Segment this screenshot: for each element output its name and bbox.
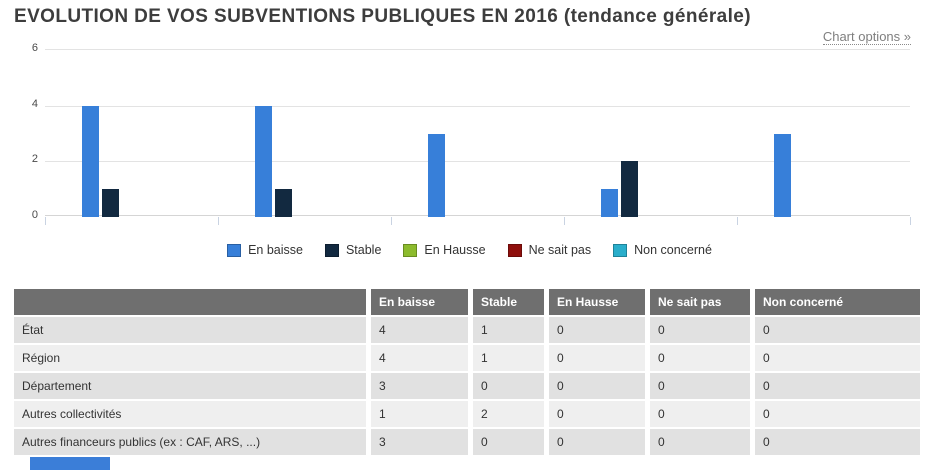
table-row: Autres collectivités 1 2 0 0 0 — [14, 401, 920, 429]
table-cell-value: 0 — [650, 401, 755, 429]
column-header-en-baisse: En baisse — [371, 289, 473, 317]
legend-label: Non concerné — [634, 243, 712, 257]
table-row: État 4 1 0 0 0 — [14, 317, 920, 345]
y-axis-label: 4 — [31, 97, 38, 110]
chart-legend: En baisse Stable En Hausse Ne sait pas Non c… — [0, 240, 939, 260]
legend-swatch-icon — [227, 243, 242, 257]
row-label: Autres collectivités — [14, 401, 371, 429]
table-cell-value: 0 — [755, 401, 920, 429]
legend-label: En Hausse — [424, 243, 486, 257]
row-label: Région — [14, 345, 371, 373]
table-cell-value: 0 — [755, 373, 920, 401]
chart-bar-stable-region — [275, 189, 293, 217]
chart-bar-en-baisse-autres-collectivites — [600, 189, 618, 217]
chart-bar-en-baisse-etat — [81, 105, 99, 217]
y-axis-label: 0 — [31, 209, 38, 221]
row-label: Autres financeurs publics (ex : CAF, ARS… — [14, 429, 371, 457]
page-title: EVOLUTION DE VOS SUBVENTIONS PUBLIQUES E… — [14, 6, 751, 27]
table-row: Autres financeurs publics (ex : CAF, ARS… — [14, 429, 920, 457]
table-cell-value: 0 — [549, 345, 650, 373]
table-cell-value: 1 — [473, 345, 549, 373]
table-cell-value: 0 — [549, 373, 650, 401]
legend-label: En baisse — [248, 243, 303, 257]
table-cell-value: 0 — [549, 401, 650, 429]
legend-swatch-icon — [507, 243, 522, 257]
x-axis-tick — [910, 217, 911, 225]
stats-table-head: En baisse Stable En Hausse Ne sait pas Non c… — [14, 289, 920, 317]
column-header-stable: Stable — [473, 289, 549, 317]
chart-bar-stable-etat — [102, 189, 120, 217]
legend-item: Non concerné — [613, 243, 712, 257]
table-cell-value: 0 — [473, 429, 549, 457]
x-axis-tick — [564, 217, 565, 225]
chart-bar-stable-autres-collectivites — [621, 161, 639, 217]
table-cell-value: 0 — [650, 317, 755, 345]
column-header-non-concerne: Non concerné — [755, 289, 920, 317]
table-cell-value: 1 — [473, 317, 549, 345]
table-cell-value: 0 — [650, 345, 755, 373]
table-cell-value: 0 — [650, 429, 755, 457]
table-cell-value: 4 — [371, 345, 473, 373]
table-cell-value: 0 — [755, 429, 920, 457]
legend-item: Ne sait pas — [507, 243, 592, 257]
x-axis-tick — [218, 217, 219, 225]
table-row: Région 4 1 0 0 0 — [14, 345, 920, 373]
chart-options-link[interactable]: Chart options » — [822, 29, 911, 45]
legend-label: Ne sait pas — [528, 243, 592, 257]
column-header-en-hausse: En Hausse — [549, 289, 650, 317]
legend-item: En Hausse — [403, 243, 486, 257]
table-cell-value: 4 — [371, 317, 473, 345]
row-label: État — [14, 317, 371, 345]
table-cell-value: 2 — [473, 401, 549, 429]
y-axis-label: 6 — [31, 42, 38, 54]
legend-swatch-icon — [613, 243, 628, 257]
legend-label: Stable — [345, 243, 382, 257]
x-axis-tick — [737, 217, 738, 225]
gridline — [45, 161, 910, 163]
legend-item: En baisse — [227, 243, 303, 257]
column-header-ne-sait-pas: Ne sait pas — [650, 289, 755, 317]
header-row: En baisse Stable En Hausse Ne sait pas Non c… — [14, 289, 920, 317]
y-axis: 0 2 4 6 — [16, 42, 38, 221]
table-row: Département 3 0 0 0 0 — [14, 373, 920, 401]
y-axis-label: 2 — [31, 153, 38, 166]
chart-plot-area — [45, 49, 911, 225]
stats-table-body: État 4 1 0 0 0 Région 4 1 0 0 0 Département 3 0 0 0 0 Autr… — [14, 317, 920, 457]
table-cell-value: 3 — [371, 429, 473, 457]
legend-swatch-icon — [324, 243, 339, 257]
table-cell-value: 3 — [371, 373, 473, 401]
table-cell-value: 0 — [650, 373, 755, 401]
legend-item: Stable — [324, 243, 382, 257]
chart-bar-en-baisse-departement — [427, 133, 445, 217]
x-axis-tick — [391, 217, 392, 225]
stats-table: En baisse Stable En Hausse Ne sait pas Non c… — [14, 289, 920, 457]
table-cell-value: 0 — [755, 345, 920, 373]
chart-bar-en-baisse-autres-financeurs-publics-ex-caf-ars- — [773, 133, 791, 217]
table-cell-value: 1 — [371, 401, 473, 429]
table-cell-value: 0 — [755, 317, 920, 345]
legend-swatch-icon — [403, 243, 418, 257]
row-label-column-header — [14, 289, 371, 317]
gridline — [45, 105, 910, 107]
table-cell-value: 0 — [549, 429, 650, 457]
x-axis-tick — [45, 217, 46, 225]
table-cell-value: 0 — [473, 373, 549, 401]
chart-bar-en-baisse-region — [254, 105, 272, 217]
cropped-next-chart-bar — [30, 457, 110, 470]
row-label: Département — [14, 373, 371, 401]
table-cell-value: 0 — [549, 317, 650, 345]
